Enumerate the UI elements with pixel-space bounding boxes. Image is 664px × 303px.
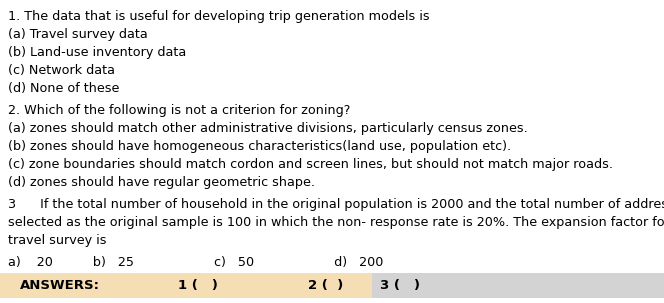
Text: (c) Network data: (c) Network data <box>8 64 115 77</box>
Text: (b) Land-use inventory data: (b) Land-use inventory data <box>8 46 186 59</box>
Text: travel survey is: travel survey is <box>8 234 106 247</box>
Text: (d) None of these: (d) None of these <box>8 82 120 95</box>
Text: (d) zones should have regular geometric shape.: (d) zones should have regular geometric … <box>8 176 315 189</box>
Text: selected as the original sample is 100 in which the non- response rate is 20%. T: selected as the original sample is 100 i… <box>8 216 664 229</box>
Text: 2. Which of the following is not a criterion for zoning?: 2. Which of the following is not a crite… <box>8 104 351 117</box>
Text: 1. The data that is useful for developing trip generation models is: 1. The data that is useful for developin… <box>8 10 430 23</box>
Text: (b) zones should have homogeneous characteristics(land use, population etc).: (b) zones should have homogeneous charac… <box>8 140 511 153</box>
Text: a)    20          b)   25                    c)   50                    d)   200: a) 20 b) 25 c) 50 d) 200 <box>8 256 383 269</box>
Text: 3 (   ): 3 ( ) <box>380 279 420 292</box>
Bar <box>0 273 664 298</box>
Text: (a) Travel survey data: (a) Travel survey data <box>8 28 148 41</box>
Text: 3      If the total number of household in the original population is 2000 and t: 3 If the total number of household in th… <box>8 198 664 211</box>
Text: (a) zones should match other administrative divisions, particularly census zones: (a) zones should match other administrat… <box>8 122 528 135</box>
Text: (c) zone boundaries should match cordon and screen lines, but should not match m: (c) zone boundaries should match cordon … <box>8 158 613 171</box>
Text: ANSWERS:: ANSWERS: <box>20 279 100 292</box>
Text: 2 (  ): 2 ( ) <box>308 279 343 292</box>
Bar <box>0 273 372 298</box>
Text: 1 (   ): 1 ( ) <box>178 279 218 292</box>
